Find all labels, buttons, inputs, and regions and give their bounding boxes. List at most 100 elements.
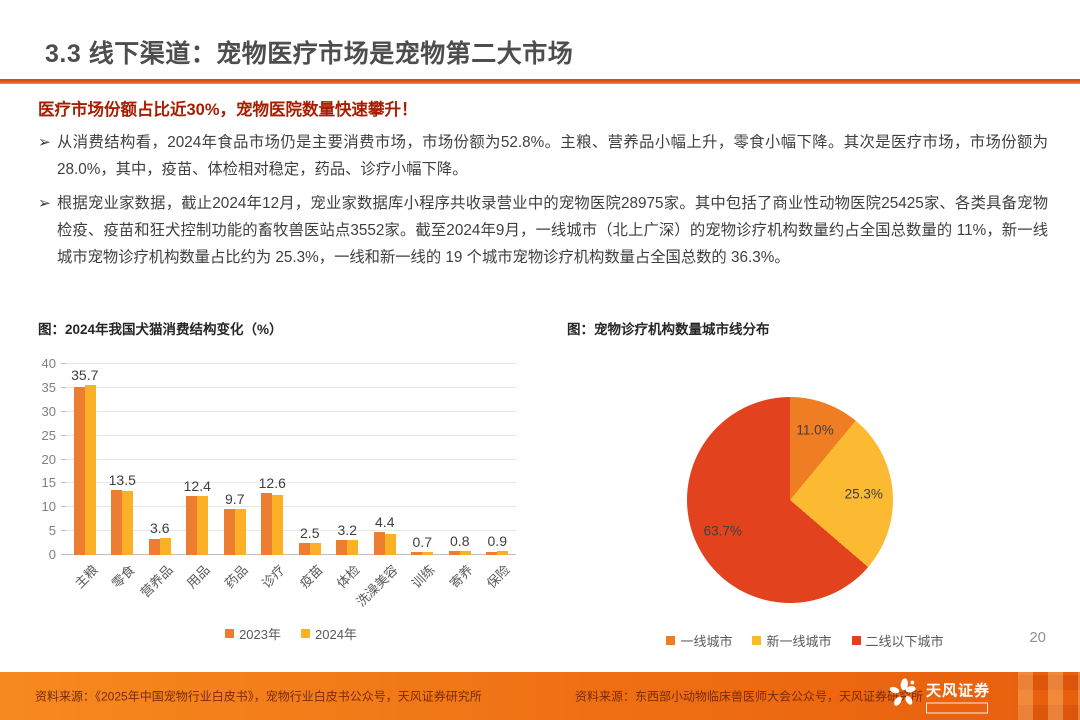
legend-label: 新一线城市 <box>766 634 832 649</box>
y-axis-tick <box>61 458 66 460</box>
y-axis-label: 40 <box>41 356 56 371</box>
bar-chart-legend: 2023年 2024年 <box>66 624 516 643</box>
arrow-bullet-icon: ➢ <box>38 195 51 212</box>
bar-group-疫苗: 2.5 <box>291 364 329 555</box>
bar-2023年-诊疗 <box>261 493 273 555</box>
y-axis-label: 5 <box>48 523 56 539</box>
bar-group-药品: 9.7 <box>216 364 254 555</box>
legend-item: 新一线城市 <box>752 631 832 650</box>
pie-slice-label-新一线城市: 25.3% <box>844 486 883 502</box>
bar-2023年-保险 <box>486 552 498 555</box>
summary-bullet-1: ➢ 从消费结构看，2024年食品市场仍是主要消费市场，市场份额为52.8%。主粮… <box>38 129 1048 183</box>
bar-value-label: 2.5 <box>300 525 320 542</box>
legend-item: 2023年 <box>225 624 281 643</box>
gridline <box>66 506 516 508</box>
x-axis-label: 训练 <box>408 562 438 592</box>
legend-item: 二线以下城市 <box>851 631 944 650</box>
gridline <box>66 434 516 436</box>
bar-2024年-营养品 <box>159 537 171 555</box>
x-axis-cell: 药品 <box>216 559 254 621</box>
y-axis-tick <box>61 482 66 484</box>
bar-group-洗澡美容: 4.4 <box>366 364 404 555</box>
legend-label: 2024年 <box>315 627 357 642</box>
bar-2024年-寄养 <box>459 551 471 555</box>
bar-value-label: 3.2 <box>337 521 357 538</box>
page-number: 20 <box>1029 629 1046 646</box>
x-axis-label: 保险 <box>483 562 513 592</box>
y-axis-tick <box>61 386 66 388</box>
x-axis-label: 药品 <box>221 562 251 592</box>
x-axis-label: 零食 <box>108 562 138 592</box>
x-axis-cell: 保险 <box>479 559 517 621</box>
bar-2023年-体检 <box>336 539 348 555</box>
bar-group-主粮: 35.7 <box>66 364 104 555</box>
y-axis-label: 15 <box>41 475 56 491</box>
legend-swatch-icon <box>752 636 762 645</box>
y-axis-tick <box>61 530 66 532</box>
bar-2023年-零食 <box>111 490 123 555</box>
bar-value-label: 12.6 <box>258 475 286 492</box>
bar-2024年-疫苗 <box>309 543 321 555</box>
summary-bullet-2: ➢ 根据宠业家数据，截止2024年12月，宠业家数据库小程序共收录营业中的宠物医… <box>38 190 1048 271</box>
summary-bullet-1-text: 从消费结构看，2024年食品市场仍是主要消费市场，市场份额为52.8%。主粮、营… <box>57 134 1048 178</box>
logo-text: 天风证券 <box>925 682 990 699</box>
x-axis-label: 体检 <box>333 562 363 592</box>
x-axis-label: 疫苗 <box>296 562 326 592</box>
pie-chart-title: 图：宠物诊疗机构数量城市线分布 <box>567 322 770 337</box>
source-left: 资料来源：《2025年中国宠物行业白皮书》，宠物行业白皮书公众号，天风证券研究所 <box>35 689 482 704</box>
y-axis-tick <box>61 506 66 508</box>
bar-chart-bars: 35.7 13.5 3.6 12.4 9.7 12.6 2.5 3.2 4.4 0.7 0.8 0.9 <box>66 364 516 555</box>
bar-group-训练: 0.7 <box>404 364 442 555</box>
bar-2023年-用品 <box>186 495 198 555</box>
bar-value-label: 13.5 <box>108 472 136 489</box>
bar-2023年-训练 <box>411 551 423 555</box>
arrow-bullet-icon: ➢ <box>38 134 51 151</box>
legend-swatch-icon <box>666 636 676 645</box>
bar-2024年-训练 <box>422 551 434 555</box>
x-axis-label: 用品 <box>183 562 213 592</box>
bar-group-保险: 0.9 <box>479 364 517 555</box>
gridline <box>66 363 516 364</box>
summary-section: 医疗市场份额占比近30%，宠物医院数量快速攀升！ ➢ 从消费结构看，2024年食… <box>38 96 1048 278</box>
y-axis-label: 10 <box>41 499 56 515</box>
bar-value-label: 0.9 <box>487 532 507 549</box>
pie-chart-legend: 一线城市 新一线城市 二线以下城市 <box>610 631 1000 650</box>
bar-2023年-疫苗 <box>298 543 310 555</box>
bar-2023年-主粮 <box>73 386 85 555</box>
legend-item: 2024年 <box>301 624 357 643</box>
y-axis-tick <box>61 363 66 364</box>
x-axis-cell: 训练 <box>404 559 442 621</box>
bar-2024年-洗澡美容 <box>384 534 396 555</box>
bar-value-label: 35.7 <box>71 366 99 383</box>
gridline <box>66 530 516 532</box>
bar-chart-plot: 35.7 13.5 3.6 12.4 9.7 12.6 2.5 3.2 4.4 0.7 0.8 0.9 <box>61 363 516 555</box>
y-axis-tick <box>61 554 66 555</box>
gridline <box>66 386 516 388</box>
bar-value-label: 12.4 <box>183 477 211 494</box>
y-axis-tick <box>61 434 66 436</box>
x-axis-cell: 洗澡美容 <box>353 559 404 621</box>
x-axis-label: 主粮 <box>71 562 101 592</box>
x-axis-cell: 零食 <box>104 559 142 621</box>
gridline <box>66 554 516 555</box>
bar-group-寄养: 0.8 <box>441 364 479 555</box>
tianfeng-logo: 天风证券 <box>886 677 990 716</box>
bar-value-label: 0.8 <box>450 533 470 550</box>
x-axis-label: 营养品 <box>137 562 176 601</box>
x-axis-cell: 营养品 <box>137 559 179 621</box>
flower-logo-icon <box>886 677 920 716</box>
x-axis-cell: 寄养 <box>441 559 479 621</box>
bar-group-用品: 12.4 <box>179 364 217 555</box>
bar-2024年-零食 <box>122 490 134 555</box>
legend-label: 2023年 <box>239 627 281 642</box>
source-right: 资料来源：东西部小动物临床兽医师大会公众号，天风证券研究所 <box>575 689 924 704</box>
bar-2024年-诊疗 <box>272 494 284 555</box>
x-axis-label: 寄养 <box>446 562 476 592</box>
legend-swatch-icon <box>301 629 310 638</box>
bar-2023年-药品 <box>223 508 235 555</box>
bar-value-label: 0.7 <box>412 533 432 550</box>
footer-mosaic-decoration <box>1018 672 1080 720</box>
page-title: 3.3 线下渠道：宠物医疗市场是宠物第二大市场 <box>45 40 574 68</box>
bar-2024年-保险 <box>497 550 509 555</box>
